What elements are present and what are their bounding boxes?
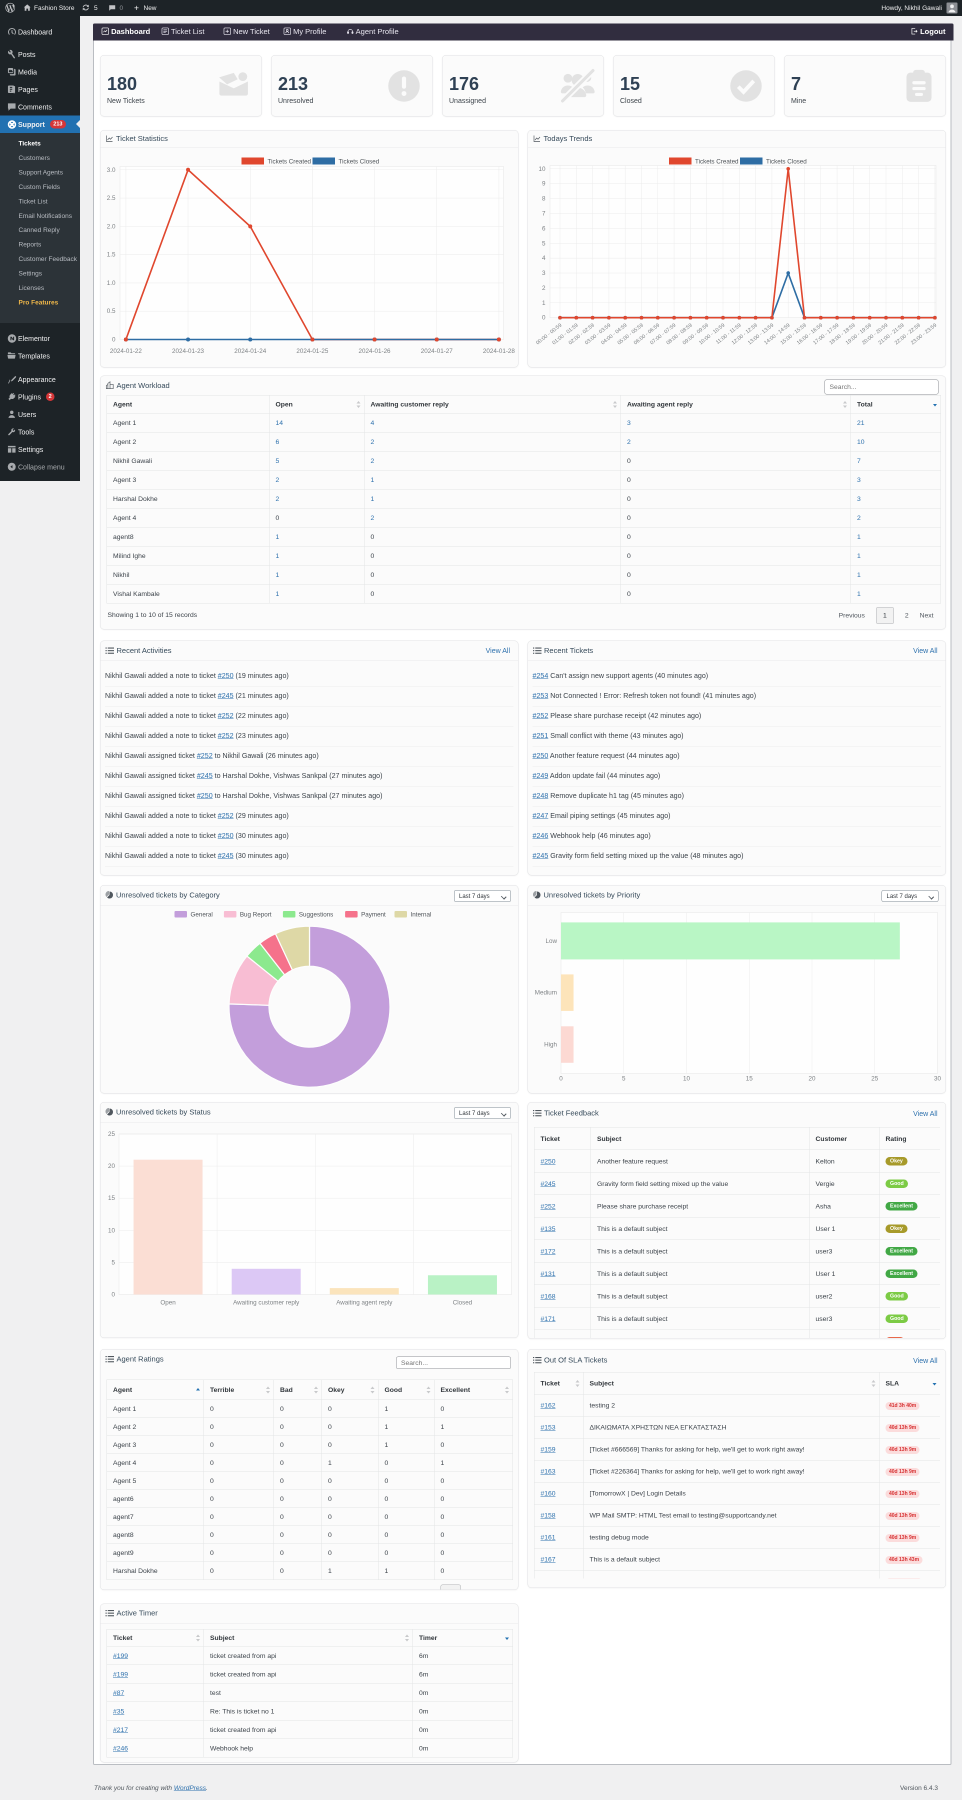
svg-text:2024-01-28: 2024-01-28	[483, 348, 515, 355]
svg-text:Closed: Closed	[453, 1300, 473, 1307]
svg-text:2024-01-23: 2024-01-23	[172, 348, 204, 355]
svg-text:25: 25	[108, 1131, 115, 1138]
svg-text:2.5: 2.5	[107, 195, 116, 202]
svg-text:10: 10	[108, 1227, 115, 1234]
svg-text:2024-01-25: 2024-01-25	[296, 348, 328, 355]
svg-text:5: 5	[542, 240, 546, 247]
svg-text:Tickets Closed: Tickets Closed	[339, 158, 380, 165]
svg-text:Bug Report: Bug Report	[240, 912, 272, 919]
svg-text:2024-01-26: 2024-01-26	[359, 348, 391, 355]
svg-text:Medium: Medium	[535, 990, 557, 997]
svg-text:0.5: 0.5	[107, 308, 116, 315]
svg-text:0: 0	[112, 337, 116, 344]
svg-text:High: High	[544, 1042, 557, 1049]
svg-text:4: 4	[542, 255, 546, 262]
svg-text:25: 25	[871, 1076, 878, 1083]
svg-text:Awaiting customer reply: Awaiting customer reply	[233, 1300, 300, 1307]
svg-text:Internal: Internal	[411, 912, 432, 919]
svg-text:Tickets Created: Tickets Created	[695, 158, 739, 165]
svg-text:2024-01-22: 2024-01-22	[110, 348, 142, 355]
svg-text:15: 15	[108, 1195, 115, 1202]
svg-text:Suggestions: Suggestions	[299, 912, 333, 919]
svg-text:General: General	[191, 912, 213, 919]
svg-text:0: 0	[542, 315, 546, 322]
svg-text:1.5: 1.5	[107, 252, 116, 259]
svg-text:Low: Low	[546, 938, 558, 945]
svg-text:9: 9	[542, 181, 546, 188]
svg-text:Tickets Created: Tickets Created	[268, 158, 312, 165]
svg-text:0: 0	[559, 1076, 563, 1083]
svg-text:Payment: Payment	[361, 912, 386, 919]
svg-text:20: 20	[809, 1076, 816, 1083]
svg-text:5: 5	[622, 1076, 626, 1083]
svg-text:2.0: 2.0	[107, 223, 116, 230]
svg-text:6: 6	[542, 225, 546, 232]
svg-text:8: 8	[542, 196, 546, 203]
svg-text:30: 30	[934, 1076, 941, 1083]
svg-text:10: 10	[539, 166, 546, 173]
svg-text:20: 20	[108, 1163, 115, 1170]
svg-text:3: 3	[542, 270, 546, 277]
svg-text:2: 2	[542, 285, 546, 292]
svg-text:0: 0	[112, 1292, 116, 1299]
svg-text:1: 1	[542, 300, 546, 307]
svg-text:3.0: 3.0	[107, 167, 116, 174]
svg-text:Awaiting agent reply: Awaiting agent reply	[336, 1300, 393, 1307]
svg-text:1.0: 1.0	[107, 280, 116, 287]
svg-text:5: 5	[112, 1259, 116, 1266]
svg-text:2024-01-24: 2024-01-24	[234, 348, 266, 355]
svg-text:Tickets Closed: Tickets Closed	[766, 158, 807, 165]
svg-text:15: 15	[746, 1076, 753, 1083]
svg-text:Open: Open	[160, 1300, 176, 1307]
svg-text:10: 10	[683, 1076, 690, 1083]
svg-text:2024-01-27: 2024-01-27	[421, 348, 453, 355]
svg-text:7: 7	[542, 210, 546, 217]
